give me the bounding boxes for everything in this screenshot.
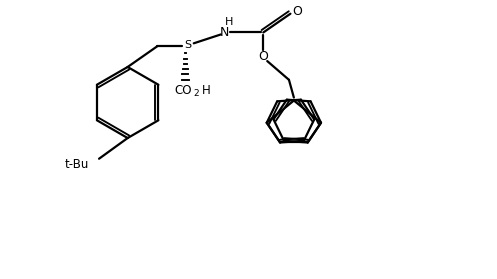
Text: t-Bu: t-Bu [64, 158, 88, 171]
Text: CO: CO [174, 84, 191, 97]
Text: N: N [220, 26, 230, 39]
Text: O: O [292, 5, 302, 18]
Text: H: H [202, 84, 210, 97]
Text: O: O [258, 50, 268, 63]
Text: 2: 2 [194, 89, 199, 98]
Text: S: S [184, 40, 191, 50]
Text: H: H [225, 17, 233, 27]
